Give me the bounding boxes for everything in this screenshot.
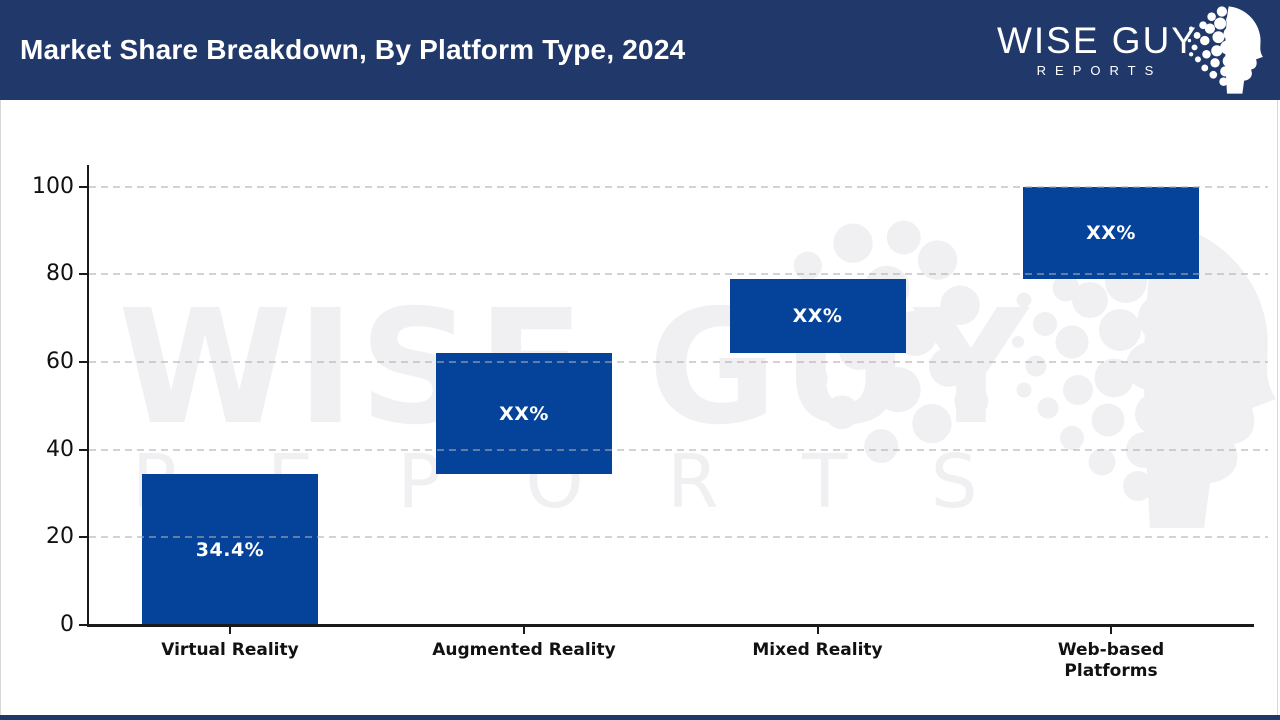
page-title: Market Share Breakdown, By Platform Type… (20, 34, 686, 65)
y-tick-label: 20 (46, 524, 74, 550)
footer-bar (0, 715, 1280, 720)
x-tick-mark (816, 626, 819, 634)
category-label: Web-based Platforms (1057, 640, 1165, 681)
y-tick-mark (79, 185, 87, 188)
brand-logo: WISE GUY REPORTS (997, 3, 1270, 97)
y-tick-label: 100 (32, 173, 74, 199)
x-tick-mark (229, 626, 231, 634)
bar-value-label: XX% (499, 402, 549, 425)
y-axis-spine (87, 165, 89, 626)
y-tick-label: 60 (46, 348, 74, 374)
y-tick-label: 0 (60, 612, 74, 637)
x-tick-mark (1110, 626, 1112, 634)
bar-value-label: 34.4% (195, 538, 265, 561)
brand-subtitle: REPORTS (1036, 63, 1163, 78)
y-tick-mark (79, 624, 87, 626)
y-tick-mark (79, 273, 87, 276)
brand-head-icon (1187, 6, 1263, 94)
y-tick-label: 40 (46, 436, 74, 462)
bar-value-label: XX% (1086, 221, 1136, 244)
category-label: Augmented Reality (432, 640, 616, 660)
gridline (89, 360, 1268, 363)
y-tick-mark (79, 360, 87, 363)
y-tick-mark (79, 536, 87, 539)
x-axis-spine (87, 624, 1254, 627)
brand-wordmark: WISE GUY (996, 20, 1198, 61)
header-bar: Market Share Breakdown, By Platform Type… (0, 0, 1280, 100)
category-label: Virtual Reality (161, 640, 299, 660)
gridline (89, 448, 1268, 451)
gridline (89, 536, 1268, 539)
bar-value-label: XX% (792, 304, 843, 327)
waterfall-bar: XX% (436, 353, 612, 475)
waterfall-bar: XX% (729, 278, 906, 354)
brand-logo-text: WISE GUY REPORTS (996, 20, 1198, 79)
y-tick-label: 80 (46, 261, 74, 287)
gridline (89, 273, 1268, 276)
waterfall-bar: XX% (1023, 186, 1199, 279)
waterfall-bar: 34.4% (142, 474, 318, 625)
x-tick-mark (523, 626, 525, 634)
category-label: Mixed Reality (752, 640, 883, 660)
gridline (89, 185, 1268, 188)
y-tick-mark (79, 448, 87, 451)
